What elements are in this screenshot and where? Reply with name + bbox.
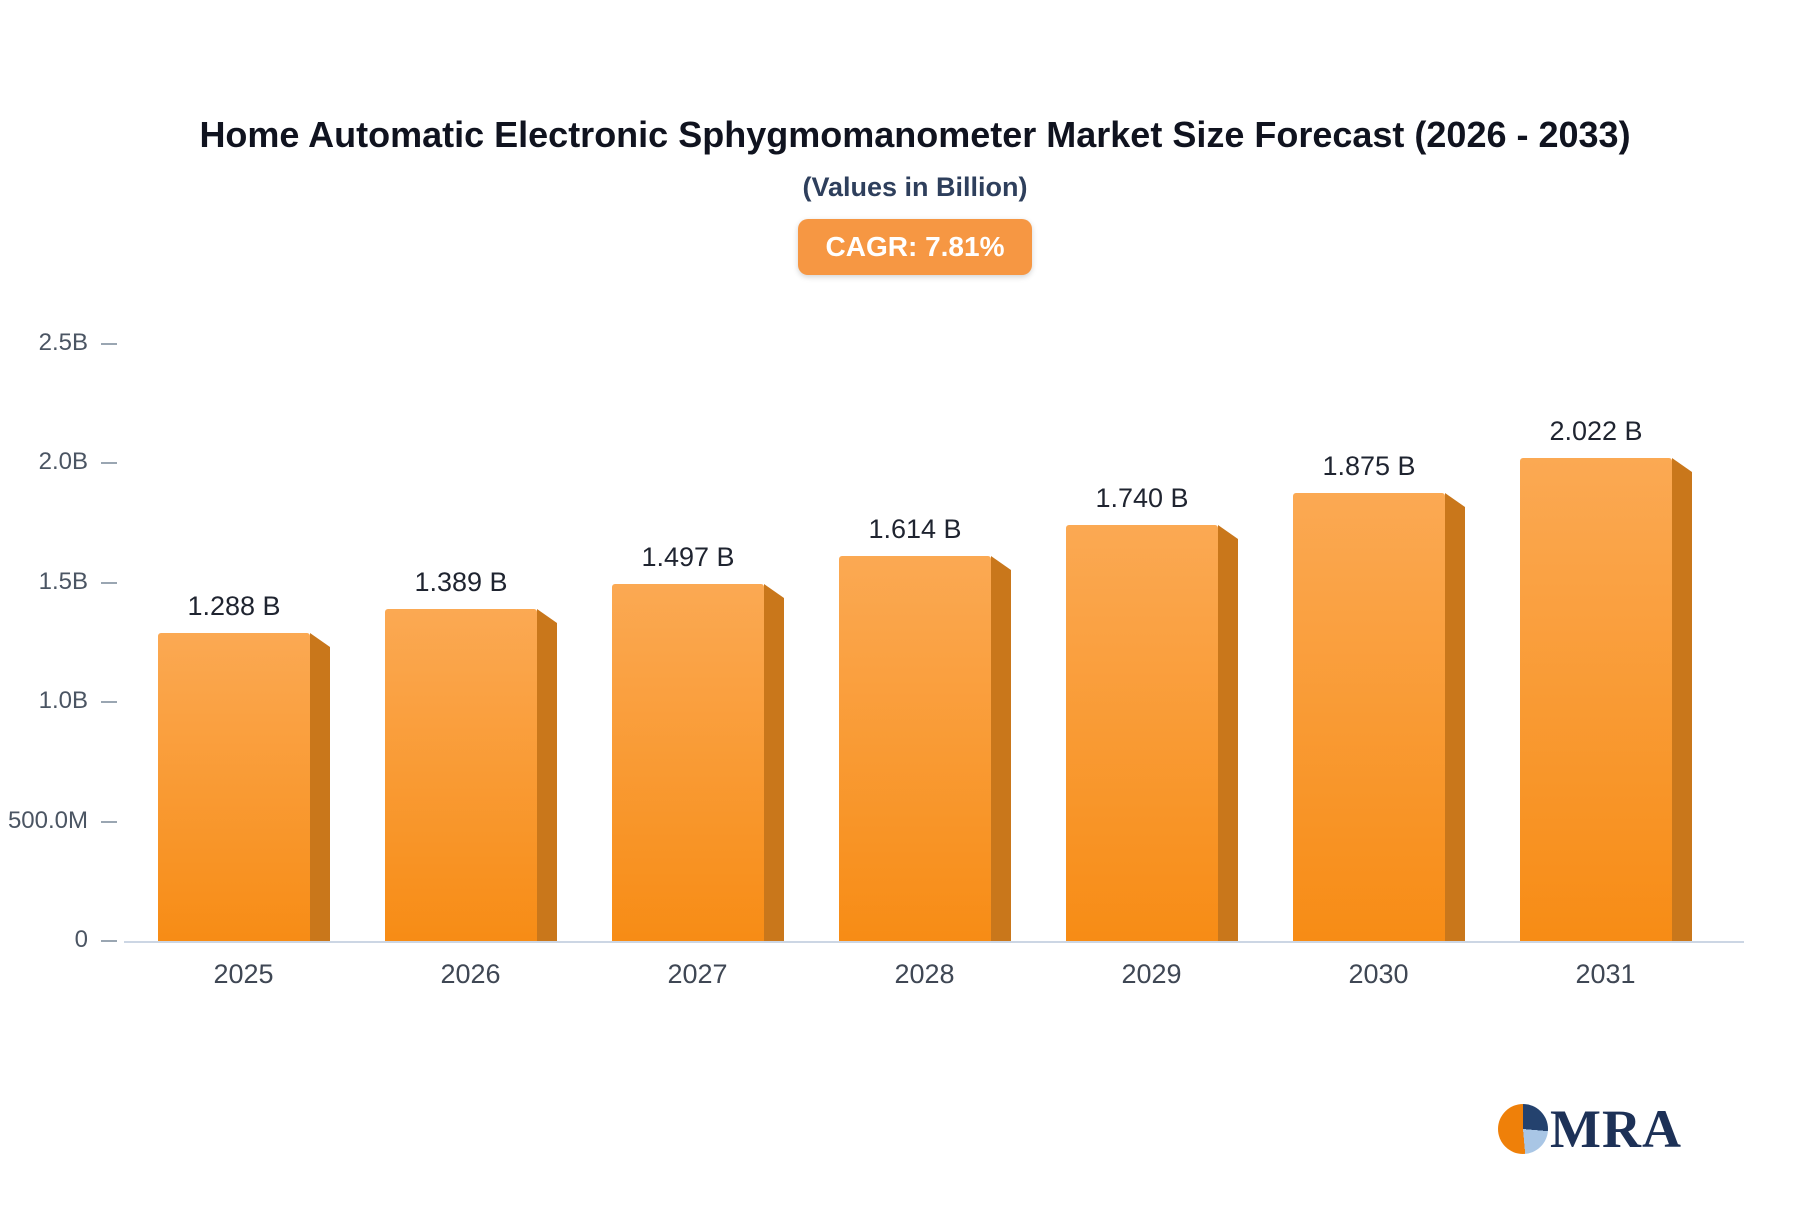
bar-value-label: 2.022 B: [1549, 416, 1643, 446]
y-axis-tick: [101, 940, 117, 942]
y-axis-tick: [101, 462, 117, 465]
bar-face: [1066, 525, 1218, 941]
bar-face: [158, 633, 310, 941]
y-axis-label: 2.5B: [38, 329, 88, 356]
mra-logo: MRA: [1498, 1098, 1682, 1160]
bar-2031[interactable]: [1520, 458, 1692, 941]
y-axis-label: 500.0M: [7, 806, 88, 834]
mra-logo-text: MRA: [1550, 1099, 1682, 1159]
bar-value-label: 1.875 B: [1322, 451, 1416, 481]
y-axis-tick: [101, 820, 117, 823]
bar-side-face: [310, 633, 330, 941]
bar-side-face: [1218, 525, 1238, 941]
bar-side-face: [991, 556, 1011, 941]
bar-side-face: [537, 609, 557, 941]
bar-2026[interactable]: [385, 609, 557, 941]
bar-2025[interactable]: [158, 633, 330, 941]
bar-value-label: 1.740 B: [1095, 483, 1189, 513]
cagr-badge: CAGR: 7.81%: [797, 219, 1033, 275]
mra-logo-circle-icon: [1498, 1104, 1549, 1154]
bar-2027[interactable]: [612, 584, 784, 941]
bar-value-label: 1.614 B: [868, 514, 962, 544]
x-axis-label: 2027: [667, 959, 728, 989]
y-axis-label: 2.0B: [38, 448, 88, 476]
bar-face: [1293, 493, 1445, 941]
bar-side-face: [1672, 458, 1692, 941]
bar-face: [612, 584, 764, 941]
x-axis-line: [124, 941, 1744, 943]
y-axis-tick: [101, 343, 117, 345]
y-axis-label: 1.5B: [38, 567, 88, 595]
bar-2030[interactable]: [1293, 493, 1465, 941]
chart-subtitle: (Values in Billion): [802, 172, 1028, 202]
y-axis-label: 0: [74, 926, 88, 953]
bar-face: [1520, 458, 1672, 941]
bar-face: [385, 609, 537, 941]
y-axis-tick: [101, 581, 117, 584]
bar-2029[interactable]: [1066, 525, 1238, 941]
bar-side-face: [764, 584, 784, 941]
chart-title: Home Automatic Electronic Sphygmomanomet…: [199, 114, 1631, 155]
bar-2028[interactable]: [839, 556, 1011, 941]
y-axis-label: 1.0B: [38, 687, 88, 715]
chart-header: Home Automatic Electronic Sphygmomanomet…: [110, 108, 1720, 275]
x-axis-label: 2030: [1348, 959, 1409, 989]
bar-value-label: 1.389 B: [414, 567, 508, 597]
bar-face: [839, 556, 991, 941]
x-axis-label: 2031: [1575, 959, 1636, 989]
x-axis-label: 2028: [894, 959, 955, 989]
y-axis-tick: [101, 701, 117, 704]
x-axis-label: 2025: [213, 959, 274, 989]
bar-value-label: 1.288 B: [187, 591, 281, 621]
x-axis-label: 2026: [440, 959, 501, 989]
x-axis-label: 2029: [1121, 959, 1182, 989]
bar-value-label: 1.497 B: [641, 542, 735, 572]
cagr-badge-label: CAGR: 7.81%: [825, 231, 1005, 262]
bar-side-face: [1445, 493, 1465, 941]
